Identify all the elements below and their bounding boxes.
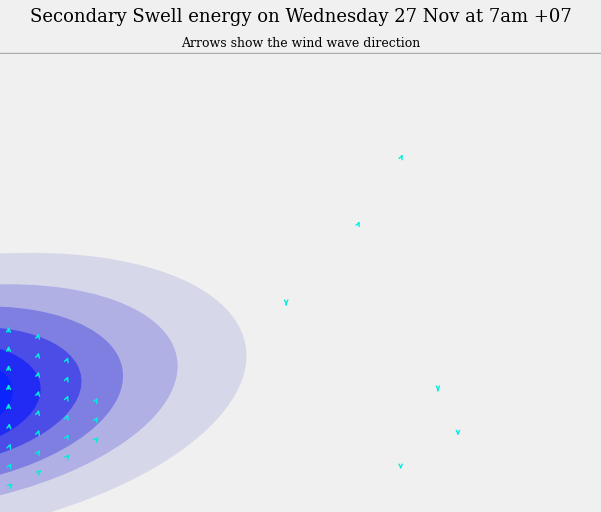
Ellipse shape (0, 358, 13, 437)
Text: Arrows show the wind wave direction: Arrows show the wind wave direction (181, 36, 420, 50)
Text: Secondary Swell energy on Wednesday 27 Nov at 7am +07: Secondary Swell energy on Wednesday 27 N… (29, 8, 572, 26)
Ellipse shape (0, 284, 178, 510)
Ellipse shape (0, 253, 246, 512)
Ellipse shape (0, 327, 82, 468)
Ellipse shape (0, 343, 41, 452)
Ellipse shape (0, 306, 123, 488)
